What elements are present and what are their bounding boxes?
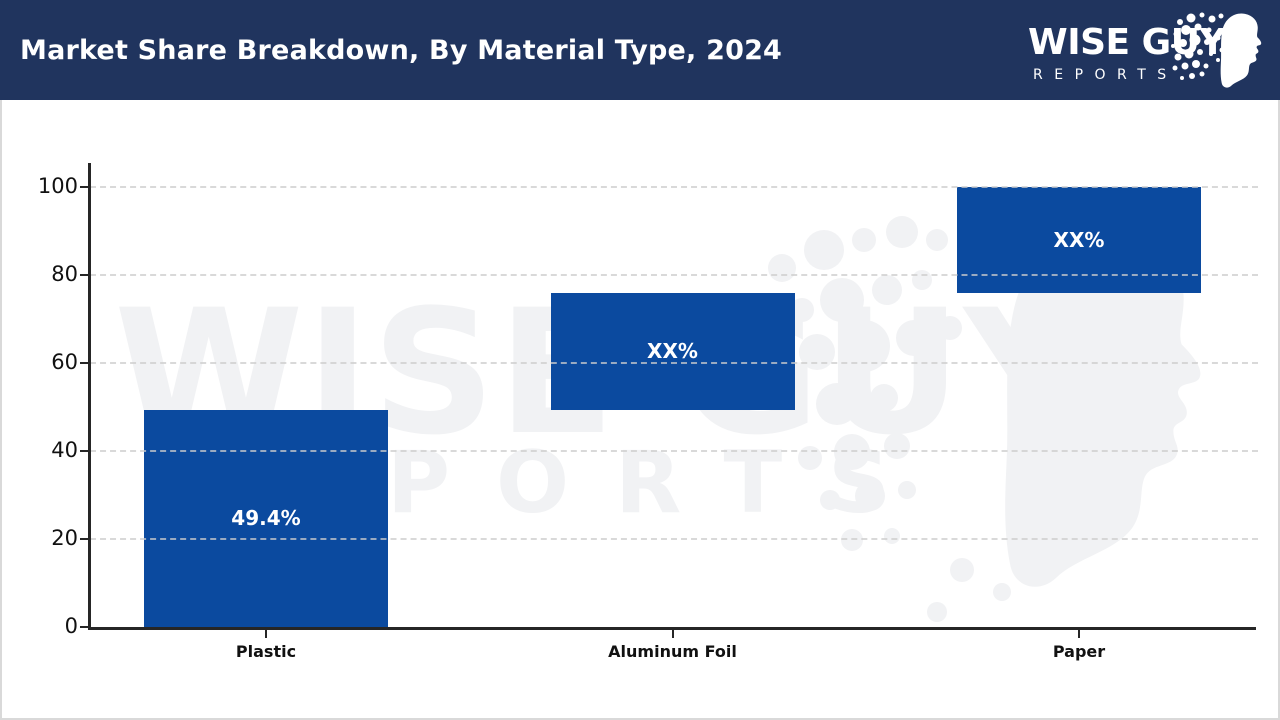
- y-tick-label: 0: [64, 614, 78, 638]
- logo-subtext: REPORTS: [1033, 67, 1178, 83]
- y-tick: [80, 626, 89, 628]
- gridline-80: [90, 274, 1258, 276]
- header: Market Share Breakdown, By Material Type…: [0, 0, 1280, 100]
- bar-paper: XX%: [957, 187, 1201, 293]
- bar-value-label: XX%: [647, 339, 698, 364]
- y-tick: [80, 362, 89, 364]
- gridline-40: [90, 450, 1258, 452]
- plot: 49.4% XX% XX% 0 20 40 60 80 100 Plastic Aluminum F…: [2, 100, 1280, 720]
- y-tick: [80, 450, 89, 452]
- gridline-20: [90, 538, 1258, 540]
- x-tick: [671, 629, 674, 638]
- wise-guy-logo: WISE GUY REPORTS: [1028, 12, 1262, 88]
- category-label: Paper: [1052, 642, 1106, 661]
- x-tick: [265, 629, 267, 638]
- y-tick-label: 100: [37, 174, 78, 198]
- gridline-100: [90, 186, 1258, 188]
- gridline-60: [90, 362, 1258, 364]
- logo-dots-icon: [1171, 12, 1225, 80]
- bar-value-label: 49.4%: [231, 506, 301, 531]
- y-axis: [88, 163, 91, 630]
- bar-plastic: 49.4%: [144, 409, 388, 627]
- logo-face-icon: [1220, 13, 1262, 88]
- x-axis: [88, 627, 1256, 630]
- category-label: Plastic: [235, 642, 297, 661]
- bar-aluminum-foil: XX%: [550, 292, 795, 410]
- y-tick-label: 60: [51, 350, 78, 374]
- y-tick: [80, 186, 89, 188]
- y-tick-label: 40: [51, 438, 78, 462]
- page-title: Market Share Breakdown, By Material Type…: [20, 34, 783, 66]
- x-tick: [1078, 629, 1080, 638]
- y-tick: [80, 274, 89, 276]
- y-tick: [80, 538, 89, 540]
- y-tick-label: 20: [51, 526, 78, 550]
- bar-value-label: XX%: [1053, 227, 1105, 252]
- category-label: Aluminum Foil: [608, 642, 737, 661]
- y-tick-label: 80: [51, 262, 78, 286]
- chart-area: WISE GUY REPORTS: [0, 100, 1280, 720]
